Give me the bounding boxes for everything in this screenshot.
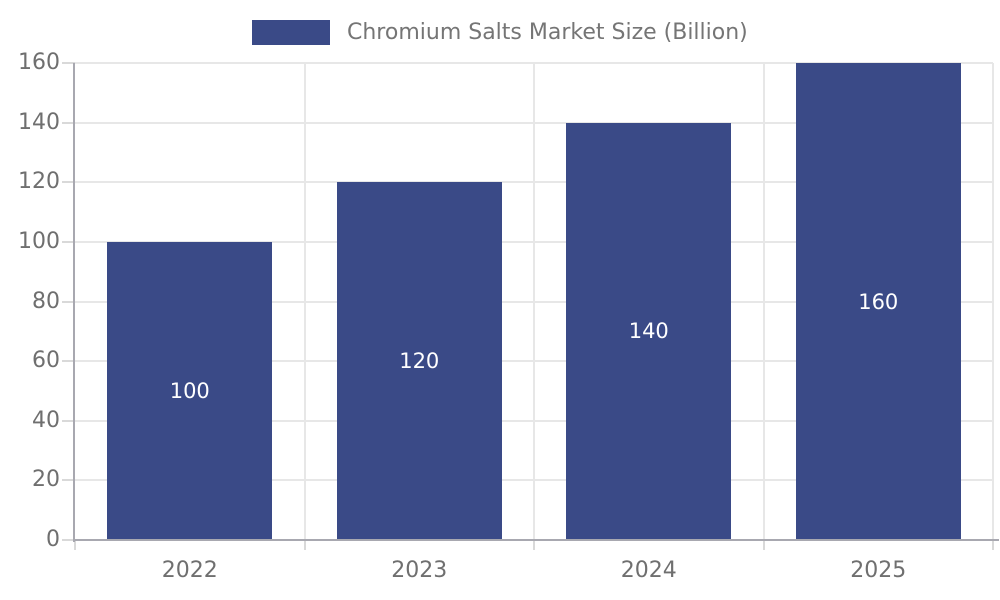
y-tick-label: 40 (32, 407, 60, 433)
legend-label: Chromium Salts Market Size (Billion) (347, 20, 748, 45)
x-tick (74, 541, 76, 550)
y-tick-label: 80 (32, 288, 60, 314)
x-tick (303, 541, 306, 550)
y-tick (62, 240, 75, 243)
x-tick (992, 541, 994, 550)
y-tick-label: 120 (18, 169, 60, 195)
x-tick-label: 2023 (391, 558, 448, 583)
legend-item[interactable]: Chromium Salts Market Size (Billion) (252, 20, 748, 45)
y-tick (62, 479, 75, 482)
y-tick (62, 419, 75, 422)
x-tick-label: 2022 (161, 558, 218, 583)
x-tick (762, 541, 765, 550)
x-gridline (533, 63, 535, 540)
y-tick (62, 62, 75, 64)
x-tick-label: 2024 (620, 558, 677, 583)
x-gridline (762, 63, 765, 540)
y-tick (62, 539, 75, 541)
x-tick-label: 2025 (850, 558, 907, 583)
y-tick-label: 20 (32, 467, 60, 493)
bar (795, 63, 961, 540)
y-tick-label: 100 (18, 228, 60, 254)
bar-value-label: 160 (858, 289, 899, 314)
bar-value-label: 140 (628, 319, 669, 344)
y-tick-label: 60 (32, 348, 60, 374)
bar (107, 241, 273, 540)
bar (336, 182, 502, 540)
x-gridline (992, 63, 994, 540)
y-tick (62, 181, 75, 184)
y-axis-line (73, 63, 75, 542)
y-tick (62, 360, 75, 363)
plot-area: 0 20 40 60 80 100 120 140 160 100 2022 120 2023 140 20… (18, 50, 999, 583)
bar-value-label: 100 (169, 378, 210, 403)
y-tick-label: 140 (18, 109, 60, 135)
y-tick (62, 300, 75, 303)
y-tick-label: 160 (18, 50, 60, 75)
y-tick-label: 0 (46, 527, 60, 552)
x-gridline (303, 63, 306, 540)
bar-value-label: 120 (399, 349, 440, 374)
x-axis-line (73, 539, 999, 541)
x-tick (533, 541, 535, 550)
bar (566, 122, 732, 540)
y-tick (62, 121, 75, 124)
legend-swatch-icon (252, 20, 330, 45)
